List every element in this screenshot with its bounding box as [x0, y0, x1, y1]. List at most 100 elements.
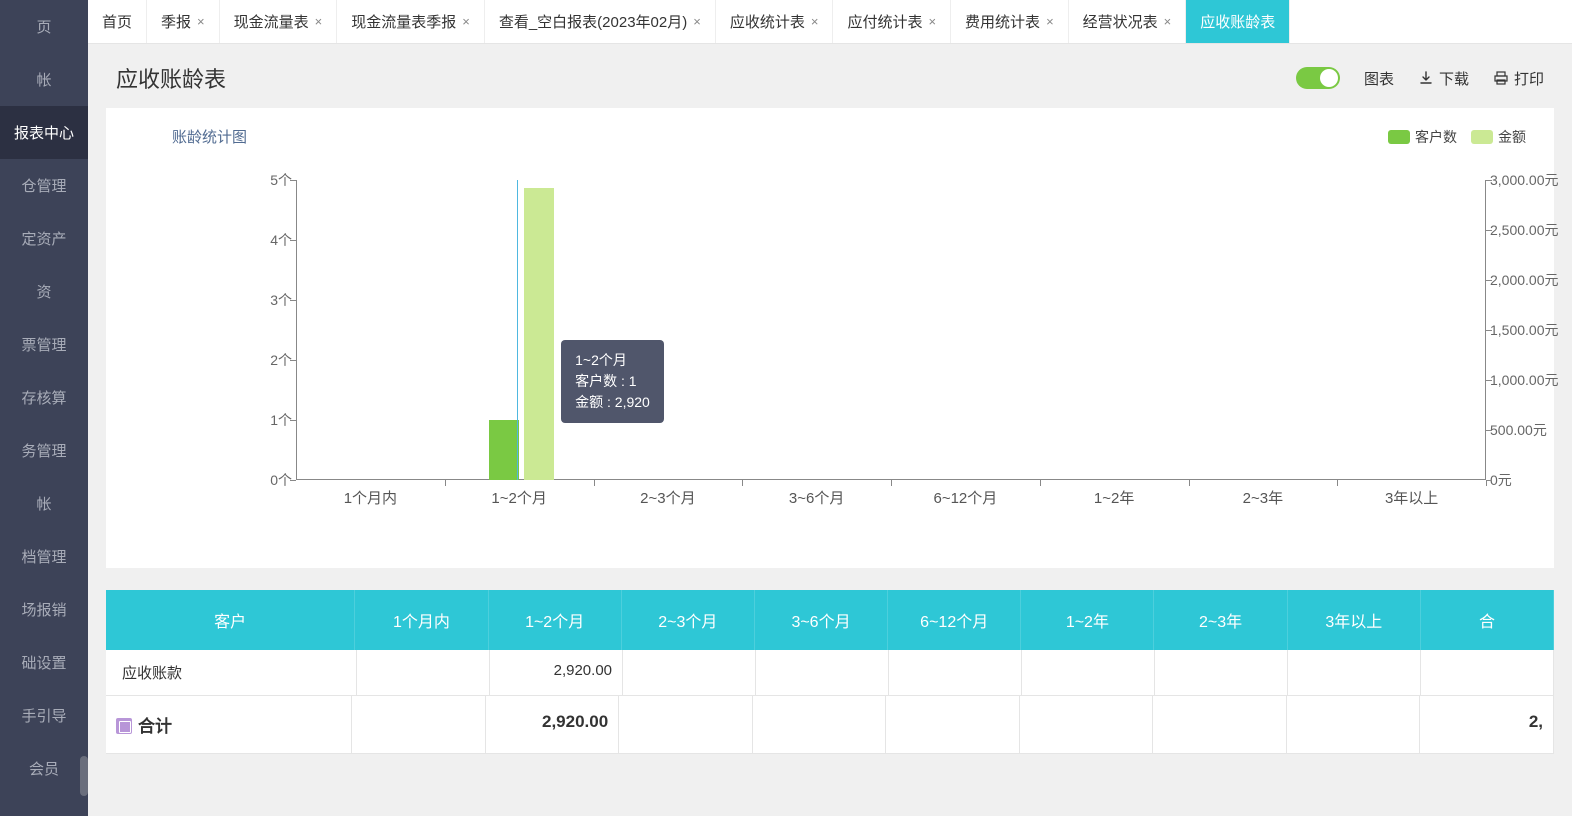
sidebar-item-4[interactable]: 定资产: [0, 212, 88, 265]
tab-label: 现金流量表: [234, 11, 309, 32]
sidebar-item-5[interactable]: 资: [0, 265, 88, 318]
sidebar-item-10[interactable]: 档管理: [0, 530, 88, 583]
y-right-tick: 500.00元: [1490, 420, 1572, 440]
y-right-tick: 2,500.00元: [1490, 220, 1572, 240]
table-cell: [1288, 650, 1421, 695]
table-cell: [886, 696, 1020, 753]
legend-item-0[interactable]: 客户数: [1388, 127, 1457, 147]
y-left-tick: 3个: [252, 290, 292, 310]
tab-5[interactable]: 应收统计表 ×: [716, 0, 834, 43]
table-cell: [1022, 650, 1155, 695]
chart-legend: 客户数 金额: [1388, 127, 1526, 147]
sidebar-item-1[interactable]: 帐: [0, 53, 88, 106]
sidebar-item-3[interactable]: 仓管理: [0, 159, 88, 212]
tab-3[interactable]: 现金流量表季报 ×: [337, 0, 485, 43]
tab-1[interactable]: 季报 ×: [147, 0, 220, 43]
sidebar-item-6[interactable]: 票管理: [0, 318, 88, 371]
tab-label: 费用统计表: [965, 11, 1040, 32]
table-column-header: 合: [1421, 590, 1554, 650]
close-icon[interactable]: ×: [1164, 14, 1172, 29]
print-icon: [1493, 70, 1509, 86]
table-total-row: 合计2,920.002,: [106, 696, 1554, 754]
y-right-tick: 0元: [1490, 470, 1572, 490]
table-cell: [1421, 650, 1554, 695]
legend-label: 金额: [1498, 127, 1526, 147]
tab-9[interactable]: 应收账龄表: [1186, 0, 1290, 43]
close-icon[interactable]: ×: [1046, 14, 1054, 29]
y-right-tick: 2,000.00元: [1490, 270, 1572, 290]
header-actions: 图表 下载 打印: [1296, 67, 1544, 89]
table-column-header: 6~12个月: [888, 590, 1021, 650]
x-label: 1个月内: [344, 487, 397, 508]
sidebar-scrollbar[interactable]: [80, 756, 88, 796]
x-label: 2~3年: [1243, 487, 1283, 508]
tooltip-line: 金额 : 2,920: [575, 392, 650, 413]
table-cell: [623, 650, 756, 695]
chart-tooltip: 1~2个月客户数 : 1金额 : 2,920: [561, 340, 664, 423]
table-header: 客户1个月内1~2个月2~3个月3~6个月6~12个月1~2年2~3年3年以上合: [106, 590, 1554, 650]
sidebar-item-2[interactable]: 报表中心: [0, 106, 88, 159]
table-cell: 2,920.00: [486, 696, 620, 753]
table-cell: [753, 696, 887, 753]
x-label: 3年以上: [1385, 487, 1438, 508]
close-icon[interactable]: ×: [928, 14, 936, 29]
table-cell: [1153, 696, 1287, 753]
sidebar-item-13[interactable]: 手引导: [0, 689, 88, 742]
tab-0[interactable]: 首页: [88, 0, 147, 43]
x-label: 1~2年: [1094, 487, 1134, 508]
tab-label: 季报: [161, 11, 191, 32]
print-button[interactable]: 打印: [1493, 68, 1544, 89]
sidebar-item-9[interactable]: 帐: [0, 477, 88, 530]
tab-label: 现金流量表季报: [351, 11, 456, 32]
close-icon[interactable]: ×: [462, 14, 470, 29]
table-cell: [619, 696, 753, 753]
table-cell: [1155, 650, 1288, 695]
tooltip-title: 1~2个月: [575, 350, 650, 371]
table-cell: 合计: [106, 696, 352, 753]
table-column-header: 客户: [106, 590, 355, 650]
table-column-header: 1个月内: [355, 590, 488, 650]
tooltip-line: 客户数 : 1: [575, 371, 650, 392]
close-icon[interactable]: ×: [197, 14, 205, 29]
sidebar-item-0[interactable]: 页: [0, 0, 88, 53]
table-column-header: 3~6个月: [755, 590, 888, 650]
table-column-header: 2~3年: [1154, 590, 1287, 650]
tab-label: 首页: [102, 11, 132, 32]
tabs-bar: 首页季报×现金流量表×现金流量表季报×查看_空白报表(2023年02月)×应收统…: [88, 0, 1572, 44]
tab-label: 应付统计表: [847, 11, 922, 32]
legend-item-1[interactable]: 金额: [1471, 127, 1526, 147]
x-label: 3~6个月: [789, 487, 844, 508]
bar-amount-1[interactable]: [524, 188, 554, 480]
tab-label: 应收统计表: [730, 11, 805, 32]
sidebar-item-12[interactable]: 础设置: [0, 636, 88, 689]
sidebar-item-14[interactable]: 会员: [0, 742, 88, 795]
chart-cursor-line: [517, 180, 518, 480]
data-table: 客户1个月内1~2个月2~3个月3~6个月6~12个月1~2年2~3年3年以上合…: [106, 590, 1554, 754]
tab-6[interactable]: 应付统计表 ×: [833, 0, 951, 43]
sidebar-item-7[interactable]: 存核算: [0, 371, 88, 424]
tab-4[interactable]: 查看_空白报表(2023年02月)×: [485, 0, 716, 43]
legend-swatch: [1388, 130, 1410, 144]
chart-title: 账龄统计图: [172, 126, 1388, 147]
tab-7[interactable]: 费用统计表 ×: [951, 0, 1069, 43]
chart-toggle[interactable]: [1296, 67, 1340, 89]
table-cell: [352, 696, 486, 753]
download-button[interactable]: 下载: [1418, 68, 1469, 89]
sidebar-item-11[interactable]: 场报销: [0, 583, 88, 636]
legend-swatch: [1471, 130, 1493, 144]
table-row[interactable]: 应收账款2,920.00: [106, 650, 1554, 696]
close-icon[interactable]: ×: [811, 14, 819, 29]
tab-8[interactable]: 经营状况表×: [1069, 0, 1187, 43]
tab-2[interactable]: 现金流量表 ×: [220, 0, 338, 43]
table-column-header: 3年以上: [1288, 590, 1421, 650]
chart-card: 账龄统计图 客户数金额 0个1个2个3个4个5个0元500.00元1,000.0…: [106, 108, 1554, 568]
close-icon[interactable]: ×: [315, 14, 323, 29]
sidebar-item-8[interactable]: 务管理: [0, 424, 88, 477]
total-icon: [116, 718, 132, 734]
table-column-header: 1~2年: [1021, 590, 1154, 650]
close-icon[interactable]: ×: [693, 14, 701, 29]
legend-label: 客户数: [1415, 127, 1457, 147]
y-left-tick: 0个: [252, 470, 292, 490]
bar-customers-1[interactable]: [489, 420, 519, 480]
y-left-tick: 5个: [252, 170, 292, 190]
